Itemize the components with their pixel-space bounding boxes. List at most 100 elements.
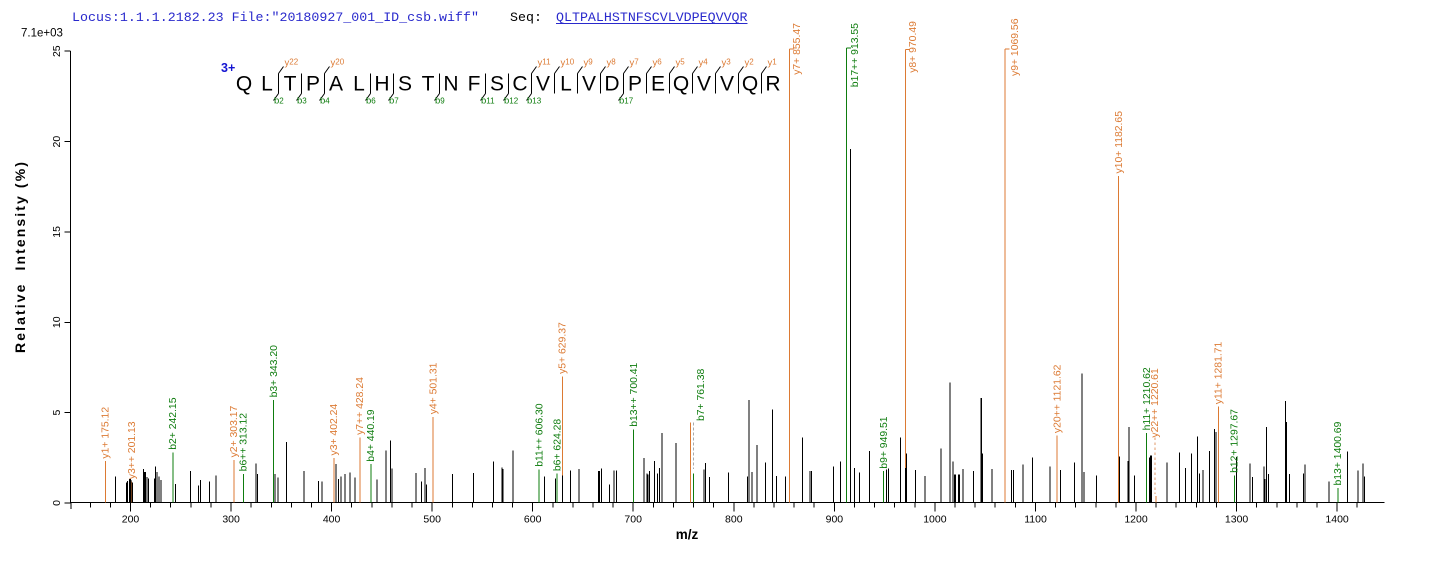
svg-text:F: F	[468, 73, 481, 96]
svg-text:y7++ 428.24: y7++ 428.24	[355, 377, 366, 435]
svg-text:b11: b11	[481, 96, 495, 107]
svg-text:1400: 1400	[1325, 514, 1349, 526]
svg-text:y9: y9	[584, 58, 594, 69]
svg-text:25: 25	[51, 45, 63, 57]
svg-text:b17++ 913.55: b17++ 913.55	[850, 23, 861, 87]
svg-text:b7+ 761.38: b7+ 761.38	[696, 368, 707, 421]
svg-text:h11+ 1210.62: h11+ 1210.62	[1142, 367, 1153, 430]
svg-text:y11+ 1281.71: y11+ 1281.71	[1214, 341, 1225, 404]
svg-text:C: C	[512, 73, 527, 96]
svg-text:700: 700	[624, 514, 642, 526]
svg-text:Q: Q	[236, 73, 252, 96]
svg-text:20: 20	[51, 136, 63, 148]
svg-text:m/z: m/z	[676, 527, 699, 542]
svg-text:y5: y5	[676, 58, 686, 69]
svg-text:1200: 1200	[1124, 514, 1148, 526]
svg-text:R: R	[765, 73, 780, 96]
svg-text:E: E	[651, 73, 665, 96]
svg-text:S: S	[398, 73, 412, 96]
svg-text:V: V	[720, 73, 734, 96]
svg-text:b6: b6	[366, 96, 376, 107]
svg-text:V: V	[582, 73, 596, 96]
svg-text:1100: 1100	[1024, 514, 1047, 526]
svg-text:15: 15	[51, 226, 63, 238]
svg-text:300: 300	[222, 514, 240, 526]
svg-text:y8+ 970.49: y8+ 970.49	[908, 21, 919, 73]
svg-text:b3+ 343.20: b3+ 343.20	[269, 345, 280, 398]
svg-text:b9: b9	[435, 96, 445, 107]
svg-text:A: A	[329, 73, 343, 96]
svg-text:b2: b2	[274, 96, 284, 107]
svg-text:b17: b17	[619, 96, 634, 107]
svg-text:Locus:1.1.1.2182.23 File:"2018: Locus:1.1.1.2182.23 File:"20180927_001_I…	[72, 10, 479, 25]
svg-text:b7: b7	[389, 96, 399, 107]
svg-text:5: 5	[51, 410, 63, 416]
svg-text:Relative Intensity (%): Relative Intensity (%)	[12, 160, 28, 353]
svg-text:0: 0	[51, 500, 63, 506]
svg-text:b2+ 242.15: b2+ 242.15	[168, 397, 179, 450]
svg-text:b12: b12	[504, 96, 519, 107]
svg-text:b3: b3	[297, 96, 307, 107]
svg-text:y20: y20	[331, 58, 345, 69]
svg-text:200: 200	[122, 514, 140, 526]
svg-text:L: L	[353, 73, 365, 96]
svg-text:y7: y7	[630, 58, 640, 69]
svg-text:b9+ 949.51: b9+ 949.51	[879, 416, 890, 469]
svg-text:600: 600	[524, 514, 542, 526]
svg-text:500: 500	[423, 514, 441, 526]
svg-text:b12+ 1297.67: b12+ 1297.67	[1230, 409, 1241, 473]
svg-text:T: T	[422, 73, 435, 96]
svg-text:D: D	[604, 73, 619, 96]
svg-text:y22++ 1220.61: y22++ 1220.61	[1150, 368, 1161, 438]
svg-text:y3+ 402.24: y3+ 402.24	[329, 404, 340, 456]
svg-text:N: N	[443, 73, 458, 96]
svg-text:1300: 1300	[1225, 514, 1249, 526]
svg-text:400: 400	[323, 514, 341, 526]
svg-text:y2: y2	[745, 58, 755, 69]
svg-text:b11++ 606.30: b11++ 606.30	[534, 403, 545, 467]
svg-text:T: T	[284, 73, 297, 96]
svg-text:H: H	[374, 73, 389, 96]
svg-text:y3++ 201.13: y3++ 201.13	[127, 421, 138, 479]
svg-text:y4+ 501.31: y4+ 501.31	[428, 362, 439, 414]
svg-text:b4+ 440.19: b4+ 440.19	[366, 409, 377, 462]
svg-text:900: 900	[826, 514, 844, 526]
svg-text:V: V	[697, 73, 711, 96]
svg-text:y20++ 1121.62: y20++ 1121.62	[1052, 364, 1063, 433]
svg-text:y10: y10	[561, 58, 575, 69]
svg-text:y10+ 1182.65: y10+ 1182.65	[1114, 111, 1125, 174]
svg-text:b6+ 624.28: b6+ 624.28	[552, 419, 563, 472]
svg-text:y4: y4	[699, 58, 709, 69]
svg-text:b13++ 700.41: b13++ 700.41	[629, 362, 640, 426]
svg-text:P: P	[628, 73, 642, 96]
svg-text:L: L	[261, 73, 273, 96]
svg-text:b13+ 1400.69: b13+ 1400.69	[1333, 421, 1344, 485]
svg-text:P: P	[306, 73, 320, 96]
svg-text:y9+ 1069.56: y9+ 1069.56	[1010, 18, 1021, 76]
svg-text:y22: y22	[285, 58, 299, 69]
svg-text:y6: y6	[653, 58, 663, 69]
svg-text:Seq:: Seq:	[510, 10, 542, 25]
svg-text:b13: b13	[527, 96, 542, 107]
svg-text:y8: y8	[607, 58, 617, 69]
svg-text:y11: y11	[538, 58, 552, 69]
svg-text:10: 10	[51, 316, 63, 328]
svg-text:L: L	[560, 73, 572, 96]
svg-text:y2+ 303.17: y2+ 303.17	[229, 405, 240, 457]
svg-text:y1+ 175.12: y1+ 175.12	[101, 407, 112, 459]
svg-text:y3: y3	[722, 58, 732, 69]
svg-text:QLTPALHSTNFSCVLVDPEQVVQR: QLTPALHSTNFSCVLVDPEQVVQR	[556, 10, 748, 25]
svg-text:3+: 3+	[221, 61, 235, 75]
svg-text:Q: Q	[742, 73, 758, 96]
svg-text:V: V	[536, 73, 550, 96]
svg-text:Q: Q	[673, 73, 689, 96]
svg-text:y7+ 855.47: y7+ 855.47	[792, 23, 803, 75]
svg-text:b4: b4	[320, 96, 330, 107]
svg-text:7.1e+03: 7.1e+03	[21, 28, 63, 40]
svg-text:800: 800	[725, 514, 743, 526]
svg-text:b6++ 313.12: b6++ 313.12	[239, 413, 250, 472]
svg-text:y1: y1	[768, 58, 778, 69]
svg-text:y5+ 629.37: y5+ 629.37	[558, 322, 569, 374]
svg-text:1000: 1000	[923, 514, 947, 526]
svg-text:S: S	[490, 73, 504, 96]
